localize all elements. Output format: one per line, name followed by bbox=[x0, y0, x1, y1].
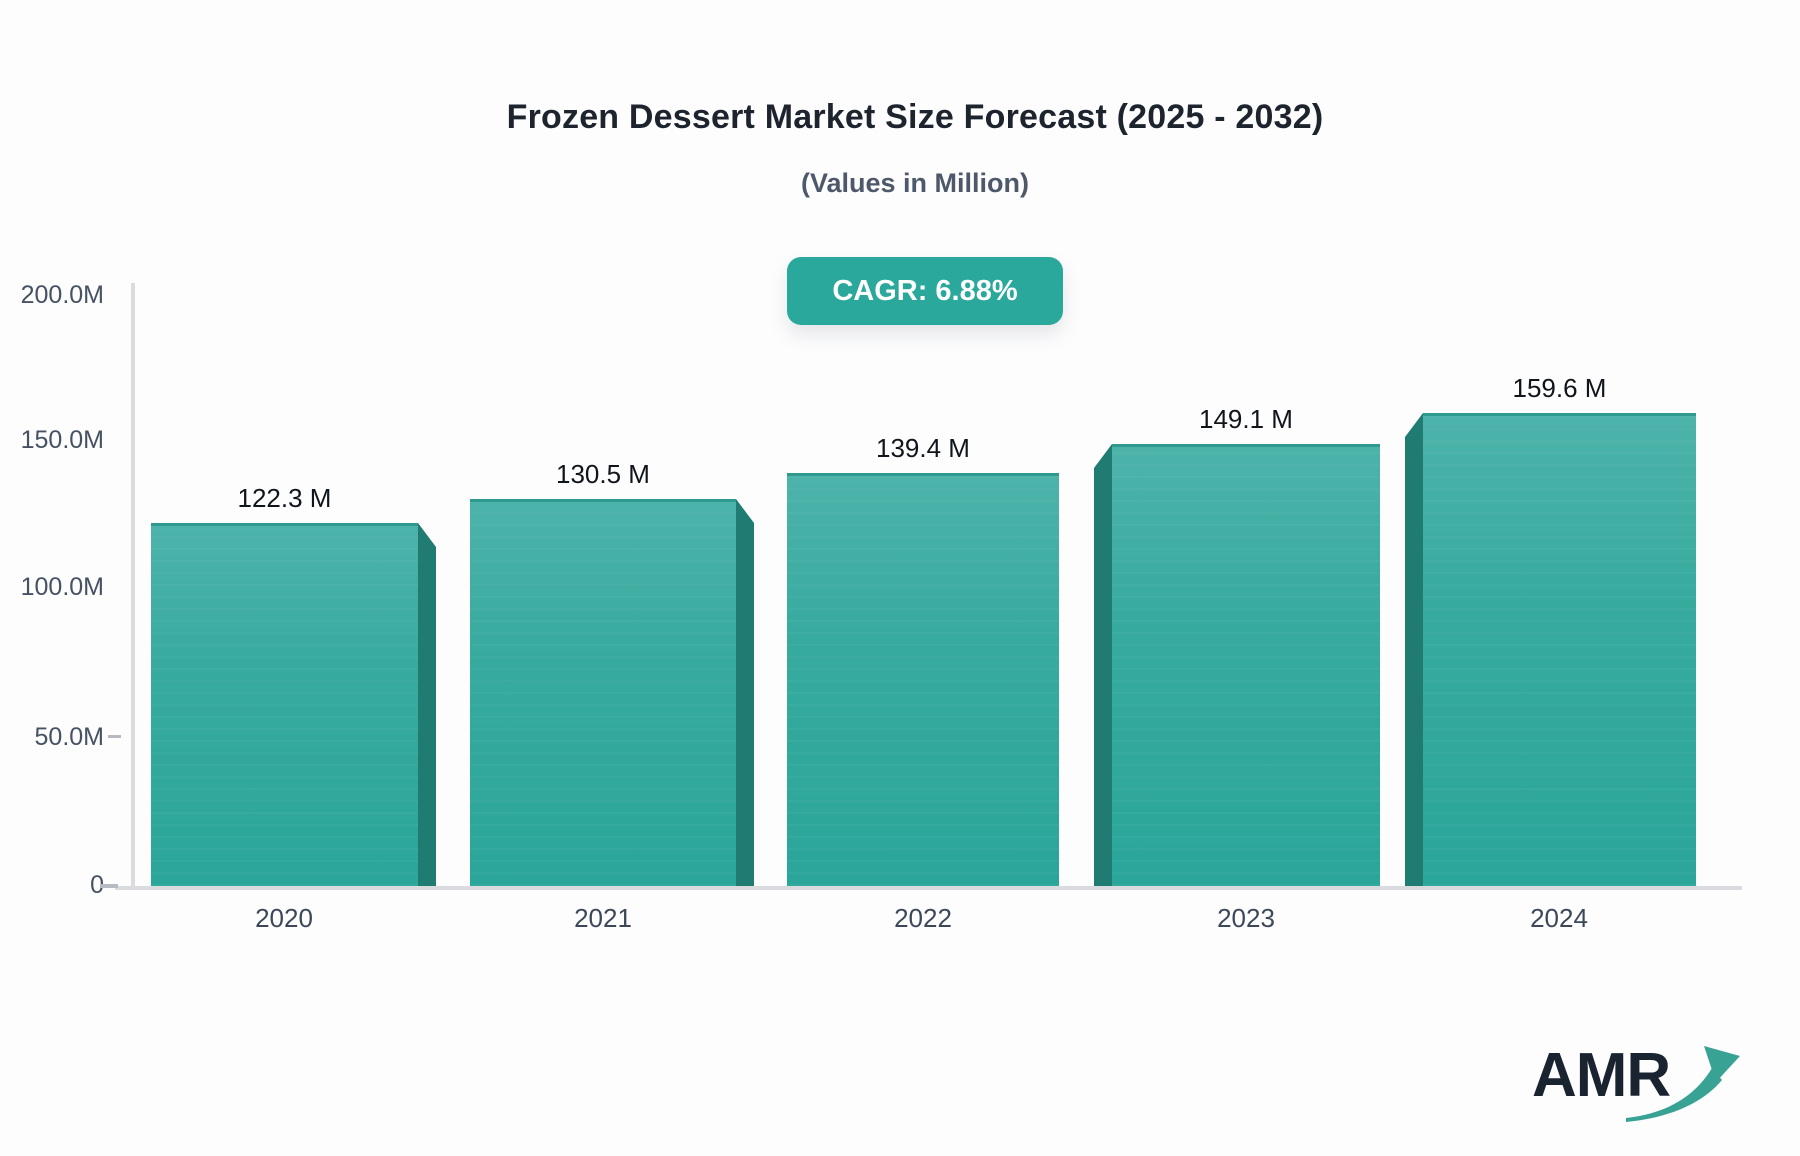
x-label-2023: 2023 bbox=[1217, 903, 1275, 933]
y-axis-line bbox=[131, 283, 135, 886]
bar-2021: 130.5 M bbox=[470, 459, 754, 886]
x-label-2024: 2024 bbox=[1530, 903, 1588, 933]
bar-side-2021 bbox=[736, 499, 754, 886]
chart-title: Frozen Dessert Market Size Forecast (202… bbox=[506, 98, 1324, 136]
chart-subtitle: (Values in Million) bbox=[800, 168, 1030, 198]
y-tick-mark-0 bbox=[100, 884, 118, 888]
y-tick-0: 0 bbox=[90, 871, 104, 899]
bar-2022: 139.4 M bbox=[787, 433, 1059, 886]
y-tick-150: 150.0M bbox=[20, 426, 104, 454]
cagr-badge-label: CAGR: 6.88% bbox=[832, 274, 1018, 307]
bar-value-label-2022: 139.4 M bbox=[876, 433, 970, 463]
bar-2020: 122.3 M bbox=[151, 483, 436, 886]
bar-2023: 149.1 M bbox=[1094, 404, 1380, 886]
x-label-2021: 2021 bbox=[574, 903, 632, 933]
growth-arrow-icon bbox=[1626, 1046, 1740, 1122]
bar-face-2022 bbox=[787, 473, 1059, 886]
y-tick-100: 100.0M bbox=[20, 573, 104, 601]
bar-value-label-2024: 159.6 M bbox=[1512, 373, 1607, 403]
amr-logo-text: AMR bbox=[1532, 1041, 1671, 1110]
y-tick-mark-50 bbox=[108, 735, 121, 738]
bar-face-2024 bbox=[1423, 413, 1696, 886]
bar-side-2020 bbox=[418, 523, 436, 886]
bar-value-label-2021: 130.5 M bbox=[556, 459, 650, 489]
bar-face-2021 bbox=[470, 499, 736, 886]
y-tick-50: 50.0M bbox=[34, 723, 104, 751]
bar-value-label-2023: 149.1 M bbox=[1199, 404, 1293, 434]
cagr-badge: CAGR: 6.88% bbox=[787, 257, 1063, 325]
bar-value-label-2020: 122.3 M bbox=[237, 483, 332, 513]
y-tick-200: 200.0M bbox=[20, 281, 104, 309]
x-label-2020: 2020 bbox=[255, 903, 313, 933]
bar-face-2023 bbox=[1112, 444, 1380, 886]
amr-logo: AMR bbox=[1532, 1028, 1762, 1138]
bar-2024: 159.6 M bbox=[1405, 373, 1696, 886]
bar-face-2020 bbox=[151, 523, 418, 886]
bar-side-2024 bbox=[1405, 413, 1423, 886]
bar-side-2023 bbox=[1094, 444, 1112, 886]
x-label-2022: 2022 bbox=[894, 903, 952, 933]
x-axis-line bbox=[115, 886, 1742, 890]
